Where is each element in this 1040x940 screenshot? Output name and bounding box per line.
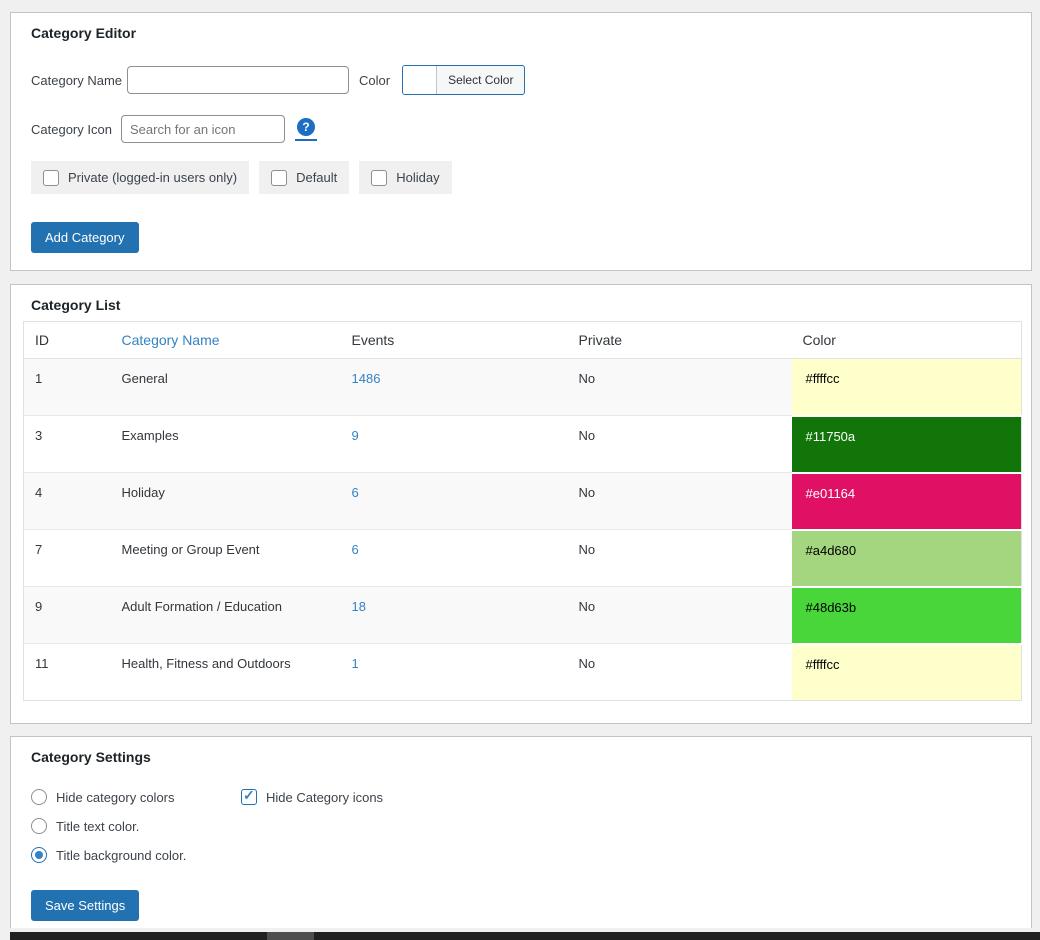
cell-color: #48d63b	[791, 585, 1022, 644]
settings-row-3: Title background color.	[31, 847, 1019, 863]
category-table: ID Category Name Events Private Color 1 …	[23, 321, 1022, 701]
cell-category-name: Holiday	[110, 472, 341, 530]
hide-colors-label: Hide category colors	[56, 789, 175, 805]
cell-private: No	[567, 529, 792, 587]
events-count-link[interactable]: 18	[351, 599, 366, 614]
table-row: 4 Holiday 6 No #e01164	[23, 471, 1022, 530]
title-background-color-label: Title background color.	[56, 847, 187, 863]
events-count-link[interactable]: 6	[351, 485, 359, 500]
private-checkbox-pill[interactable]: Private (logged-in users only)	[31, 161, 250, 194]
category-list-panel: Category List ID Category Name Events Pr…	[10, 284, 1032, 724]
cell-category-name: General	[121, 371, 168, 386]
table-header-row: ID Category Name Events Private Color	[23, 321, 1022, 359]
default-checkbox-label: Default	[296, 170, 338, 185]
category-editor-panel: Category Editor Category Name Color Sele…	[10, 12, 1032, 271]
column-header-category-name[interactable]: Category Name	[121, 332, 220, 348]
title-text-color-option[interactable]: Title text color.	[31, 818, 139, 834]
category-name-input[interactable]	[127, 66, 349, 94]
holiday-checkbox-pill[interactable]: Holiday	[359, 161, 452, 194]
private-checkbox[interactable]	[43, 169, 59, 186]
private-checkbox-label: Private (logged-in users only)	[68, 170, 238, 185]
holiday-checkbox[interactable]	[371, 169, 388, 186]
category-flags-row: Private (logged-in users only) Default H…	[31, 161, 1019, 194]
icon-help-link[interactable]: ?	[295, 117, 317, 141]
cell-private: No	[567, 415, 792, 473]
cell-private: No	[567, 472, 792, 530]
table-row: 3 Examples 9 No #11750a	[23, 414, 1022, 473]
cell-id: 4	[23, 472, 111, 530]
holiday-checkbox-label: Holiday	[396, 170, 440, 185]
category-list-title: Category List	[31, 297, 121, 313]
column-header-private: Private	[567, 321, 792, 359]
category-settings-title: Category Settings	[31, 749, 151, 765]
help-underline	[295, 138, 317, 141]
settings-row-1: Hide category colors Hide Category icons	[31, 787, 1019, 805]
horizontal-scrollbar-thumb[interactable]	[267, 932, 314, 940]
column-header-id: ID	[23, 321, 111, 359]
cell-private: No	[567, 643, 792, 701]
cell-category-name: Examples	[110, 415, 341, 473]
color-swatch	[403, 66, 438, 94]
default-checkbox-pill[interactable]: Default	[259, 161, 350, 194]
cell-category-name: Health, Fitness and Outdoors	[110, 643, 341, 701]
title-background-color-option[interactable]: Title background color.	[31, 847, 186, 863]
cell-private: No	[578, 371, 596, 386]
cell-id: 9	[23, 586, 111, 644]
cell-id: 11	[23, 643, 111, 701]
cell-color: #ffffcc	[791, 358, 1022, 416]
title-text-color-label: Title text color.	[56, 818, 140, 834]
horizontal-scrollbar[interactable]	[10, 932, 1040, 940]
cell-category-name: Adult Formation / Education	[110, 586, 341, 644]
cell-private: No	[567, 586, 792, 644]
select-color-label: Select Color	[448, 73, 514, 87]
table-row: 11 Health, Fitness and Outdoors 1 No #ff…	[23, 642, 1022, 701]
events-count-link[interactable]: 1	[351, 656, 359, 671]
cell-color: #a4d680	[791, 528, 1022, 587]
table-row: 9 Adult Formation / Education 18 No #48d…	[23, 585, 1022, 644]
cell-id: 7	[23, 529, 111, 587]
title-background-color-radio[interactable]	[31, 847, 47, 863]
cell-id: 1	[35, 371, 43, 386]
hide-colors-radio[interactable]	[31, 789, 47, 805]
hide-icons-label: Hide Category icons	[266, 789, 384, 805]
hide-icons-checkbox[interactable]	[241, 787, 257, 805]
cell-color: #ffffcc	[791, 642, 1022, 701]
add-category-button[interactable]: Add Category	[31, 222, 139, 253]
hide-colors-option[interactable]: Hide category colors	[31, 789, 241, 805]
icon-search-input[interactable]	[121, 115, 285, 143]
table-row: 1 General 1486 No #ffffcc	[23, 358, 1022, 416]
settings-row-2: Title text color.	[31, 818, 1019, 834]
save-settings-button[interactable]: Save Settings	[31, 890, 140, 921]
cell-color: #e01164	[791, 471, 1022, 530]
events-count-link[interactable]: 6	[351, 542, 359, 557]
category-editor-title: Category Editor	[31, 25, 137, 41]
title-text-color-radio[interactable]	[31, 818, 47, 834]
question-mark-icon[interactable]: ?	[297, 117, 315, 136]
default-checkbox[interactable]	[271, 169, 288, 186]
column-header-events: Events	[340, 321, 568, 359]
category-icon-label: Category Icon	[31, 121, 112, 137]
events-count-link[interactable]: 9	[351, 428, 359, 443]
category-name-label: Category Name	[31, 72, 123, 88]
cell-id: 3	[23, 415, 111, 473]
hide-icons-option[interactable]: Hide Category icons	[241, 787, 384, 805]
column-header-color: Color	[791, 321, 1022, 359]
table-row: 7 Meeting or Group Event 6 No #a4d680	[23, 528, 1022, 587]
events-count-link[interactable]: 1486	[351, 371, 381, 386]
category-settings-panel: Category Settings Hide category colors H…	[10, 736, 1032, 928]
select-color-button[interactable]: Select Color	[402, 65, 526, 95]
cell-color: #11750a	[791, 414, 1022, 473]
category-icon-row: Category Icon ?	[31, 115, 1019, 143]
color-label: Color	[359, 72, 391, 88]
category-name-row: Category Name Color Select Color	[31, 65, 1019, 95]
cell-category-name: Meeting or Group Event	[110, 529, 341, 587]
